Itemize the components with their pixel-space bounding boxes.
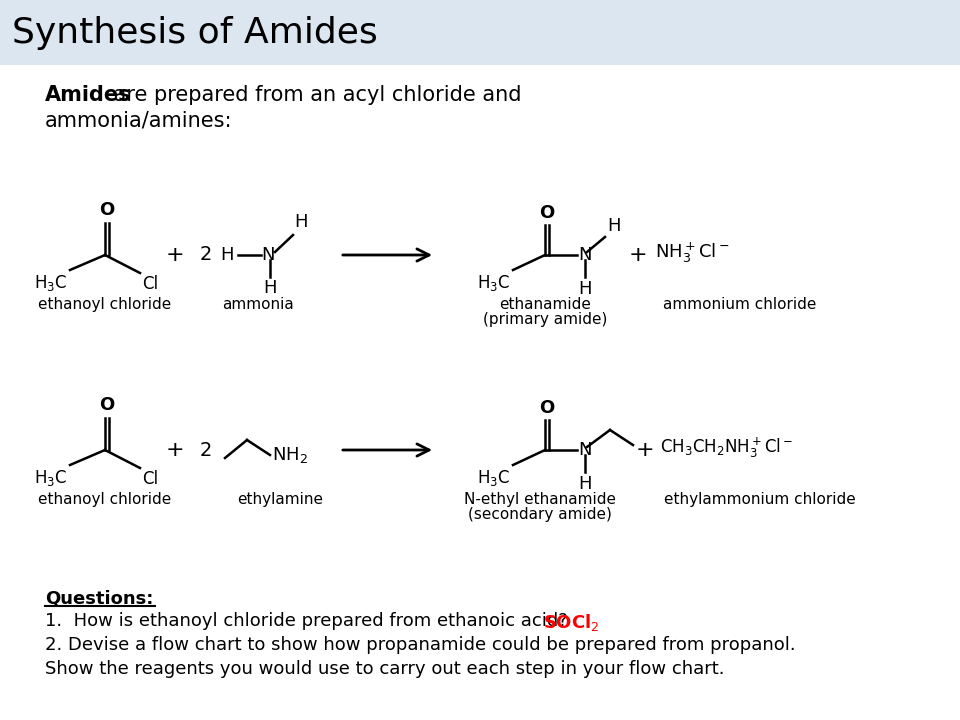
Text: O: O	[100, 201, 114, 219]
Text: +: +	[636, 440, 655, 460]
Text: H: H	[294, 213, 307, 231]
Text: $\mathregular{H_3C}$: $\mathregular{H_3C}$	[34, 468, 67, 488]
Text: N: N	[578, 246, 591, 264]
Text: (secondary amide): (secondary amide)	[468, 507, 612, 522]
Text: H: H	[221, 246, 234, 264]
Text: H: H	[607, 217, 620, 235]
Text: Show the reagents you would use to carry out each step in your flow chart.: Show the reagents you would use to carry…	[45, 660, 725, 678]
Text: (primary amide): (primary amide)	[483, 312, 607, 327]
Text: 1.  How is ethanoyl chloride prepared from ethanoic acid?: 1. How is ethanoyl chloride prepared fro…	[45, 612, 567, 630]
Text: $\mathregular{H_3C}$: $\mathregular{H_3C}$	[477, 468, 510, 488]
Text: ethylammonium chloride: ethylammonium chloride	[664, 492, 856, 507]
Text: +: +	[166, 440, 184, 460]
Text: O: O	[540, 204, 555, 222]
Text: H: H	[578, 280, 591, 298]
Text: 2. Devise a flow chart to show how propanamide could be prepared from propanol.: 2. Devise a flow chart to show how propa…	[45, 636, 796, 654]
Text: O: O	[100, 396, 114, 414]
Text: N-ethyl ethanamide: N-ethyl ethanamide	[464, 492, 616, 507]
Text: ammonia/amines:: ammonia/amines:	[45, 110, 232, 130]
Text: 2: 2	[200, 441, 212, 459]
Text: +: +	[629, 245, 647, 265]
Text: Amides: Amides	[45, 85, 132, 105]
Text: N: N	[578, 441, 591, 459]
Text: $\mathregular{NH_2}$: $\mathregular{NH_2}$	[272, 445, 308, 465]
Text: N: N	[261, 246, 275, 264]
Text: O: O	[540, 399, 555, 417]
Text: ethylamine: ethylamine	[237, 492, 323, 507]
Text: H: H	[263, 279, 276, 297]
Text: $\mathregular{H_3C}$: $\mathregular{H_3C}$	[34, 273, 67, 293]
Text: H: H	[578, 475, 591, 493]
Text: are prepared from an acyl chloride and: are prepared from an acyl chloride and	[107, 85, 521, 105]
Text: $\mathregular{CH_3CH_2NH_3^+Cl^-}$: $\mathregular{CH_3CH_2NH_3^+Cl^-}$	[660, 436, 794, 460]
Text: ammonium chloride: ammonium chloride	[663, 297, 817, 312]
Text: ethanoyl chloride: ethanoyl chloride	[38, 492, 172, 507]
Text: ethanamide: ethanamide	[499, 297, 591, 312]
Text: ammonia: ammonia	[222, 297, 294, 312]
Text: Questions:: Questions:	[45, 590, 154, 608]
FancyBboxPatch shape	[0, 0, 960, 65]
Text: +: +	[166, 245, 184, 265]
Text: SOCl$_2$: SOCl$_2$	[543, 612, 600, 633]
Text: Cl: Cl	[142, 470, 158, 488]
Text: $\mathregular{NH_3^+Cl^-}$: $\mathregular{NH_3^+Cl^-}$	[655, 241, 730, 265]
Text: ethanoyl chloride: ethanoyl chloride	[38, 297, 172, 312]
Text: Cl: Cl	[142, 275, 158, 293]
Text: $\mathregular{H_3C}$: $\mathregular{H_3C}$	[477, 273, 510, 293]
Text: Synthesis of Amides: Synthesis of Amides	[12, 16, 377, 50]
Text: 2: 2	[200, 246, 212, 264]
